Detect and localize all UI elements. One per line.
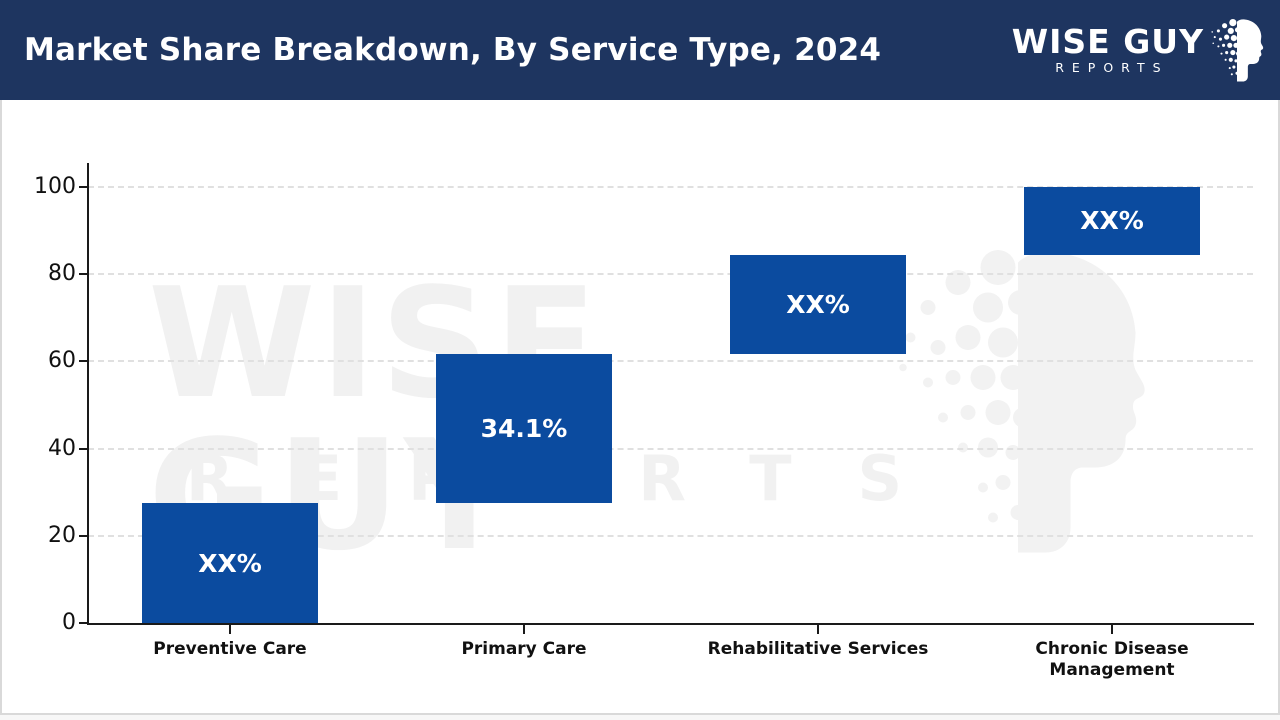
- y-tick-label: 20: [48, 522, 76, 548]
- y-tick-label: 40: [48, 435, 76, 461]
- y-tick-label: 100: [34, 174, 76, 199]
- y-tick-label: 0: [62, 610, 76, 635]
- bar-value-label: 34.1%: [480, 414, 568, 444]
- y-gridline: [88, 534, 1253, 537]
- y-tick-label: 80: [48, 261, 76, 287]
- brand-logo: WISE GUY REPORTS: [1012, 6, 1268, 94]
- x-tickmark: [523, 625, 525, 634]
- y-tick-label: 60: [48, 348, 76, 374]
- x-axis-line: [87, 623, 1254, 625]
- y-tickmark: [79, 360, 88, 363]
- brand-subtitle: REPORTS: [1055, 60, 1169, 76]
- y-gridline: [88, 447, 1253, 450]
- bar-value-label: XX%: [198, 548, 262, 578]
- x-tick-label: Chronic Disease Management: [1035, 639, 1189, 680]
- bar-segment: XX%: [1024, 187, 1200, 255]
- x-tickmark: [229, 625, 231, 634]
- y-tickmark: [79, 447, 88, 450]
- bar-segment: XX%: [142, 503, 318, 623]
- bar-segment: XX%: [730, 254, 906, 355]
- brand-logo-text: WISE GUY REPORTS: [1011, 21, 1204, 76]
- x-tickmark: [817, 625, 819, 634]
- x-tickmark: [1111, 625, 1113, 634]
- x-tick-label: Primary Care: [461, 639, 587, 659]
- y-tickmark: [79, 534, 88, 537]
- x-tick-label: Rehabilitative Services: [707, 639, 929, 659]
- y-tickmark: [79, 622, 88, 624]
- y-gridline: [88, 273, 1253, 276]
- y-gridline: [88, 360, 1253, 363]
- y-gridline: [88, 186, 1253, 188]
- bar-value-label: XX%: [1080, 206, 1144, 236]
- x-tick-label: Preventive Care: [153, 639, 307, 659]
- page-title: Market Share Breakdown, By Service Type,…: [24, 32, 882, 68]
- y-axis-line: [87, 163, 89, 625]
- header: Market Share Breakdown, By Service Type,…: [0, 0, 1280, 100]
- watermark-face-icon: [868, 222, 1168, 578]
- wiseguy-face-icon: [1206, 8, 1268, 92]
- y-tickmark: [79, 273, 88, 276]
- brand-name: WISE GUY: [1011, 21, 1204, 61]
- bottom-strip: [0, 715, 1280, 720]
- y-tickmark: [79, 186, 88, 188]
- bar-segment: 34.1%: [436, 354, 612, 504]
- bar-value-label: XX%: [786, 290, 850, 319]
